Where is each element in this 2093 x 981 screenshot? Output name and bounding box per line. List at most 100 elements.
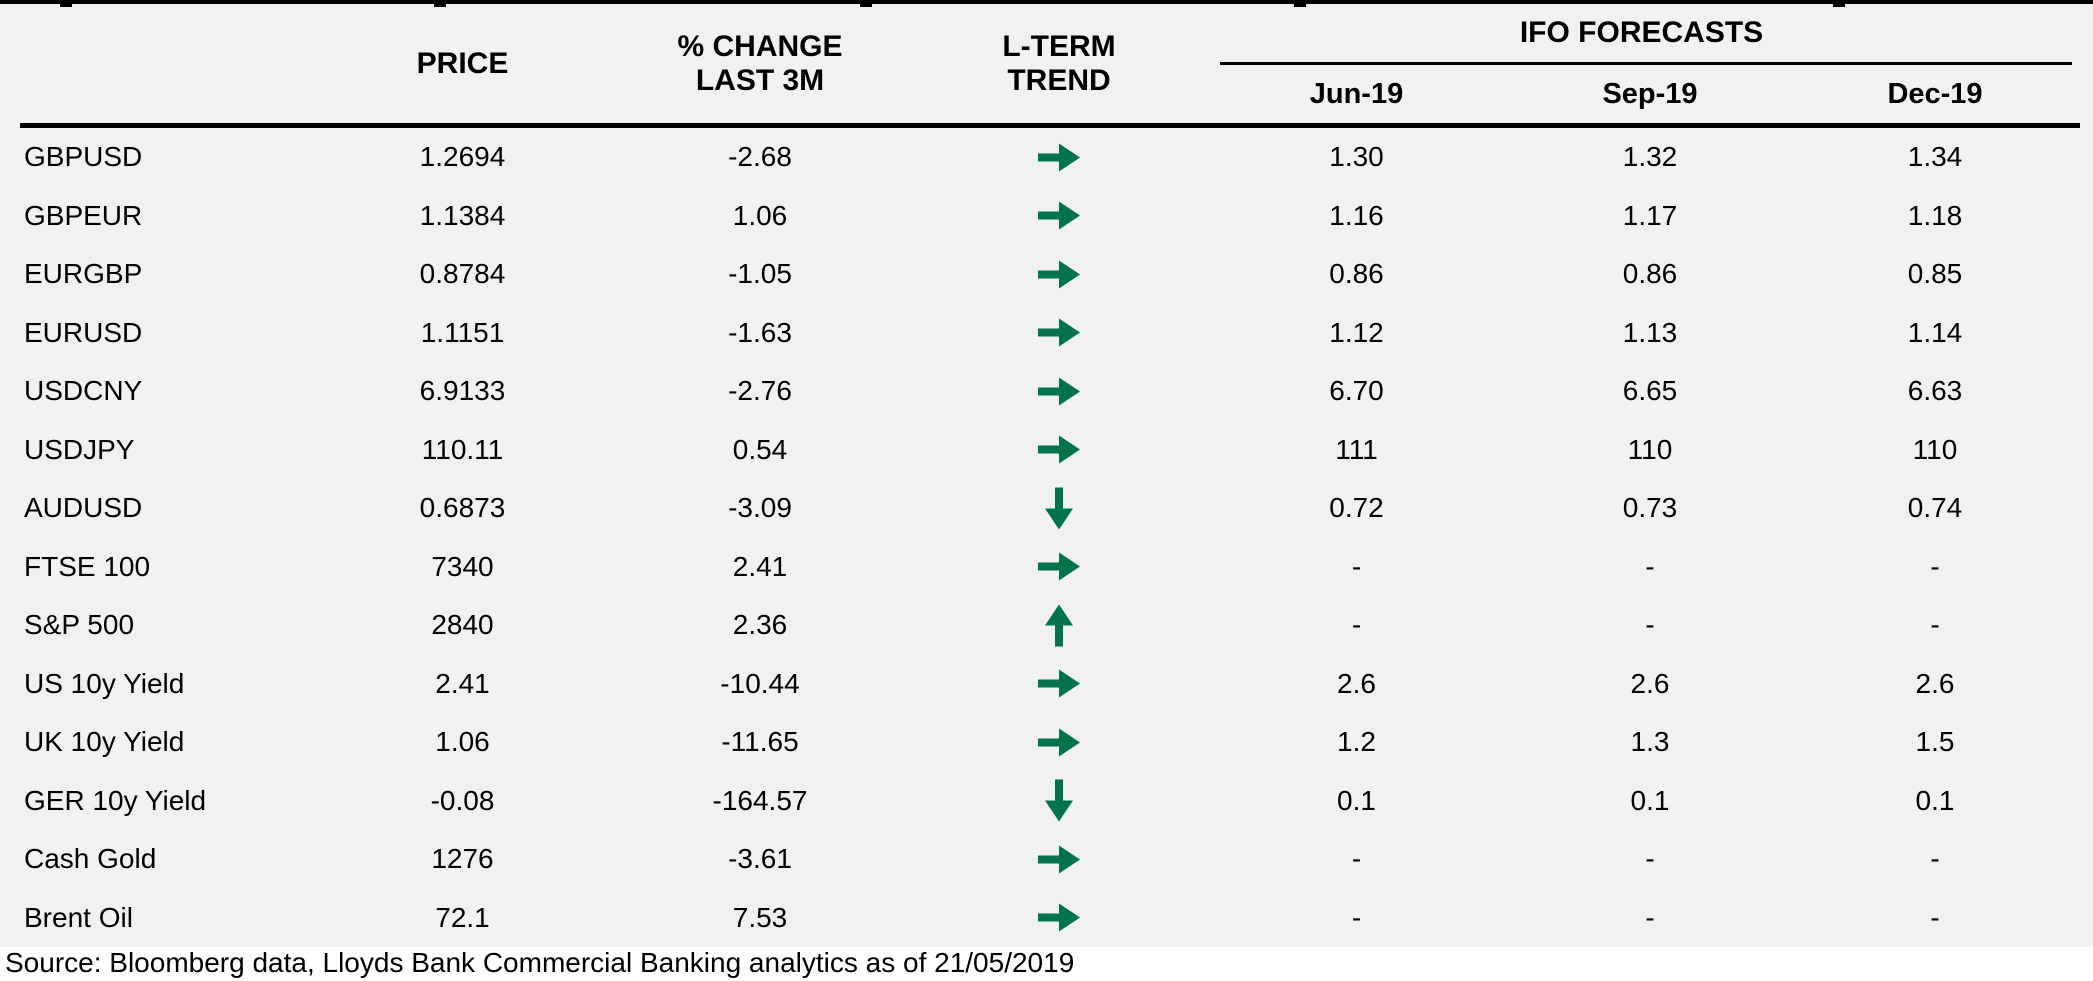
crop-artifact-tick bbox=[860, 4, 872, 7]
change-value: -1.63 bbox=[728, 316, 792, 348]
forecast-dec: 1.14 bbox=[1907, 316, 1963, 348]
table-row: GBPEUR 1.1384 1.06 1.16 1.17 1.18 bbox=[0, 187, 2075, 246]
change-value: 2.36 bbox=[732, 609, 788, 641]
instrument-name: GER 10y Yield bbox=[24, 784, 207, 816]
trend-arrow-icon bbox=[910, 901, 1208, 934]
trend-arrow-icon bbox=[910, 604, 1208, 647]
table-row: GBPUSD 1.2694 -2.68 1.30 1.32 1.34 bbox=[0, 128, 2075, 187]
forecast-jun: - bbox=[1351, 843, 1362, 875]
forecast-month-headers: Jun-19 Sep-19 Dec-19 bbox=[1208, 65, 2075, 123]
crop-artifact-tick bbox=[434, 4, 446, 7]
instrument-name: GBPUSD bbox=[24, 141, 143, 173]
forecast-jun: - bbox=[1351, 609, 1362, 641]
change-value: -164.57 bbox=[712, 784, 808, 816]
trend-arrow-icon bbox=[910, 843, 1208, 876]
ifo-forecasts-underline bbox=[1220, 62, 2072, 65]
price-value: 6.9133 bbox=[419, 375, 506, 407]
forecast-sep: 0.73 bbox=[1622, 492, 1678, 524]
trend-arrow-icon bbox=[910, 316, 1208, 349]
price-value: 1.1151 bbox=[420, 316, 505, 348]
month-header-sep: Sep-19 bbox=[1602, 77, 1698, 110]
instrument-name: FTSE 100 bbox=[24, 550, 151, 582]
price-value: 1.2694 bbox=[419, 141, 506, 173]
change-value: 7.53 bbox=[732, 901, 788, 933]
forecast-sep: - bbox=[1645, 901, 1655, 933]
forecast-jun: - bbox=[1351, 901, 1362, 933]
instrument-name: GBPEUR bbox=[24, 199, 143, 231]
price-value: 1.06 bbox=[435, 726, 490, 758]
trend-arrow-icon bbox=[910, 433, 1208, 466]
table-row: GER 10y Yield -0.08 -164.57 0.1 0.1 0.1 bbox=[0, 772, 2075, 831]
table-row: Cash Gold 1276 -3.61 - - - bbox=[0, 830, 2075, 889]
forecast-dec: - bbox=[1930, 901, 1940, 933]
forecast-sep: 1.3 bbox=[1630, 726, 1670, 758]
forecast-sep: 1.13 bbox=[1622, 316, 1678, 348]
change-value: 2.41 bbox=[732, 550, 788, 582]
trend-arrow-icon bbox=[910, 141, 1208, 174]
instrument-name: AUDUSD bbox=[24, 492, 143, 524]
instrument-name: USDJPY bbox=[24, 433, 135, 465]
forecast-jun: 0.1 bbox=[1337, 784, 1376, 816]
month-header-dec: Dec-19 bbox=[1887, 77, 1983, 110]
instrument-name: Brent Oil bbox=[24, 901, 133, 933]
instrument-name: UK 10y Yield bbox=[24, 726, 185, 758]
header-separator-rule bbox=[20, 123, 2080, 128]
crop-artifact-tick bbox=[1294, 4, 1306, 7]
price-value: 1276 bbox=[431, 843, 494, 875]
change-value: -3.61 bbox=[728, 843, 792, 875]
trend-arrow-icon bbox=[910, 487, 1208, 530]
table-row: AUDUSD 0.6873 -3.09 0.72 0.73 0.74 bbox=[0, 479, 2075, 538]
trend-label-line2: TREND bbox=[1007, 63, 1111, 97]
forecast-sep: 1.17 bbox=[1622, 199, 1678, 231]
change-value: -2.76 bbox=[728, 375, 792, 407]
month-header-jun: Jun-19 bbox=[1309, 77, 1404, 110]
forecast-dec: 0.74 bbox=[1907, 492, 1963, 524]
change-value: 1.06 bbox=[732, 199, 788, 231]
forecast-dec: 1.34 bbox=[1907, 141, 1963, 173]
forecast-sep: 0.1 bbox=[1630, 784, 1670, 816]
price-value: 72.1 bbox=[435, 901, 490, 933]
forecast-dec: - bbox=[1930, 550, 1940, 582]
change-value: -3.09 bbox=[728, 492, 792, 524]
ifo-forecasts-group-header: IFO FORECASTS Jun-19 Sep-19 Dec-19 bbox=[1208, 4, 2075, 123]
source-attribution: Source: Bloomberg data, Lloyds Bank Comm… bbox=[0, 947, 2093, 981]
forecast-jun: 0.86 bbox=[1329, 258, 1384, 290]
change-value: -1.05 bbox=[728, 258, 792, 290]
trend-arrow-icon bbox=[910, 779, 1208, 822]
change-value: -2.68 bbox=[728, 141, 792, 173]
forecast-jun: - bbox=[1351, 550, 1362, 582]
instrument-name: Cash Gold bbox=[24, 843, 157, 875]
table-row: Brent Oil 72.1 7.53 - - - bbox=[0, 889, 2075, 948]
trend-arrow-icon bbox=[910, 667, 1208, 700]
change-value: -10.44 bbox=[720, 667, 800, 699]
forecast-jun: 1.16 bbox=[1329, 199, 1384, 231]
forecast-dec: 2.6 bbox=[1915, 667, 1955, 699]
forecast-sep: 110 bbox=[1627, 433, 1673, 465]
forecast-sep: 0.86 bbox=[1622, 258, 1678, 290]
forecast-dec: - bbox=[1930, 609, 1940, 641]
table-row: USDCNY 6.9133 -2.76 6.70 6.65 6.63 bbox=[0, 362, 2075, 421]
table-row: USDJPY 110.11 0.54 111 110 110 bbox=[0, 421, 2075, 480]
top-border bbox=[0, 0, 2093, 4]
forecast-dec: 1.18 bbox=[1907, 199, 1963, 231]
instrument-column-header bbox=[0, 4, 315, 123]
price-value: 0.6873 bbox=[419, 492, 506, 524]
change-column-header: % CHANGE LAST 3M bbox=[610, 4, 910, 123]
forecast-dec: 0.85 bbox=[1907, 258, 1963, 290]
instrument-name: USDCNY bbox=[24, 375, 143, 407]
forecast-jun: 111 bbox=[1335, 433, 1378, 465]
instrument-name: EURUSD bbox=[24, 316, 143, 348]
price-label: PRICE bbox=[416, 46, 509, 80]
table-row: EURUSD 1.1151 -1.63 1.12 1.13 1.14 bbox=[0, 304, 2075, 363]
forecast-jun: 0.72 bbox=[1329, 492, 1384, 524]
forecast-jun: 6.70 bbox=[1329, 375, 1384, 407]
trend-arrow-icon bbox=[910, 550, 1208, 583]
price-value: 110.11 bbox=[421, 433, 504, 465]
table-row: S&P 500 2840 2.36 - - - bbox=[0, 596, 2075, 655]
table-row: US 10y Yield 2.41 -10.44 2.6 2.6 2.6 bbox=[0, 655, 2075, 714]
forecast-dec: 110 bbox=[1912, 433, 1958, 465]
instrument-name: S&P 500 bbox=[24, 609, 135, 641]
trend-arrow-icon bbox=[910, 726, 1208, 759]
trend-arrow-icon bbox=[910, 258, 1208, 291]
